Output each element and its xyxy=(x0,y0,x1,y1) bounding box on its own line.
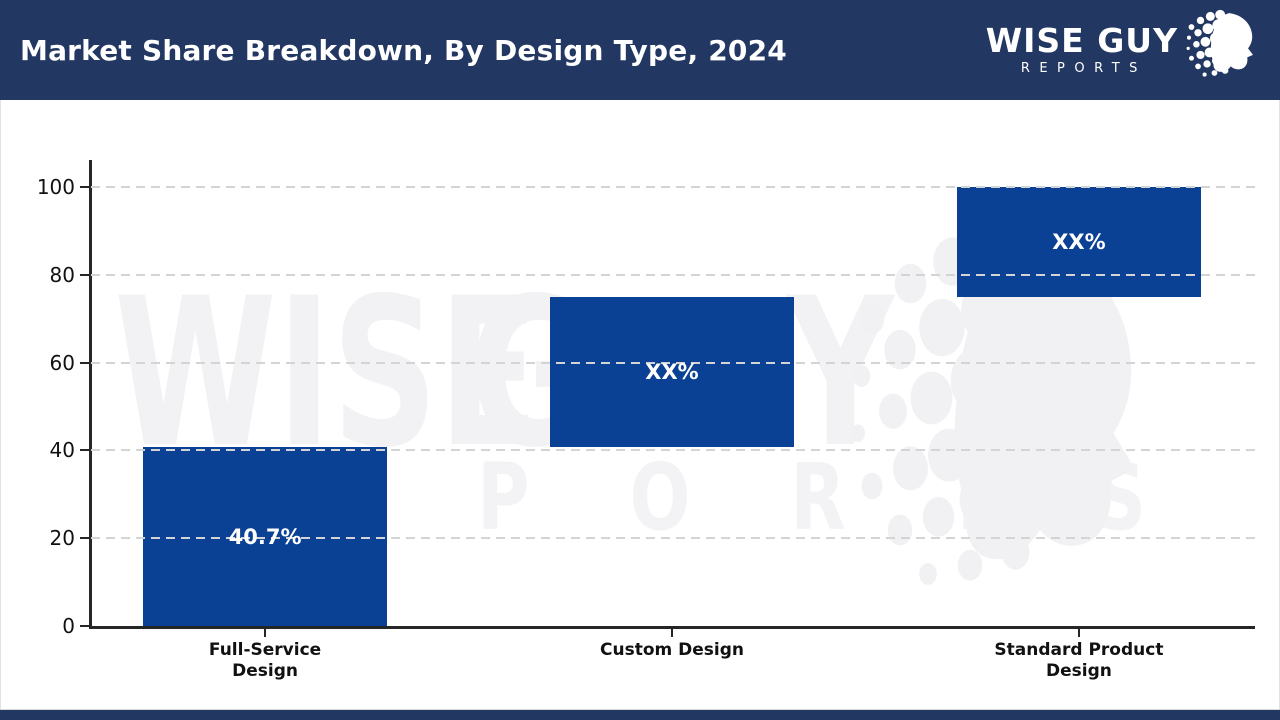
x-tick-mark xyxy=(1077,629,1080,637)
y-tick-mark xyxy=(80,186,89,189)
chart-canvas: WISE G Y R E P O R T S 0 20 40 60 80 100 40.7% xyxy=(0,100,1280,709)
y-tick-label: 40 xyxy=(49,438,75,463)
y-tick-label: 60 xyxy=(49,350,75,375)
y-tick-mark xyxy=(80,537,89,540)
wiseguy-reports-logo: WISE GUY REPORTS xyxy=(986,8,1262,92)
y-tick-mark xyxy=(80,361,89,364)
x-axis-spine xyxy=(89,626,1255,629)
x-category-label: Standard Product Design xyxy=(994,640,1164,681)
x-category-label: Full-Service Design xyxy=(208,640,322,681)
footer-divider xyxy=(0,709,1280,710)
bar-segment xyxy=(956,187,1202,298)
x-tick-mark xyxy=(671,629,673,637)
wiseguy-face-icon xyxy=(1180,8,1262,92)
bar-segment xyxy=(549,297,795,448)
gridline-40 xyxy=(91,449,1255,452)
y-tick-mark xyxy=(80,625,89,627)
bar-value-label: 40.7% xyxy=(228,524,302,549)
x-category-label: Custom Design xyxy=(600,640,744,660)
y-axis-spine xyxy=(89,160,92,629)
y-tick-label: 100 xyxy=(36,175,75,200)
gridline-80 xyxy=(91,273,1255,276)
y-tick-mark xyxy=(80,449,89,452)
gridline-60 xyxy=(91,361,1255,364)
bar-segment xyxy=(142,447,388,626)
page-title: Market Share Breakdown, By Design Type, … xyxy=(20,33,787,67)
logo-subtitle: REPORTS xyxy=(1020,61,1147,76)
y-tick-mark xyxy=(80,273,89,276)
gridline-20 xyxy=(91,537,1255,540)
bar-value-label: XX% xyxy=(645,360,699,385)
logo-text: WISE GUY REPORTS xyxy=(985,21,1178,77)
footer-bar xyxy=(0,710,1280,720)
x-tick-mark xyxy=(264,629,267,637)
gridline-100 xyxy=(91,186,1255,189)
y-tick-label: 20 xyxy=(49,526,75,551)
y-tick-label: 0 xyxy=(62,614,75,638)
header-bar: Market Share Breakdown, By Design Type, … xyxy=(0,0,1280,100)
watermark-word-wise: WISE xyxy=(114,255,539,493)
y-tick-label: 80 xyxy=(49,262,75,287)
bar-value-label: XX% xyxy=(1052,230,1106,255)
logo-name: WISE GUY xyxy=(985,21,1178,60)
